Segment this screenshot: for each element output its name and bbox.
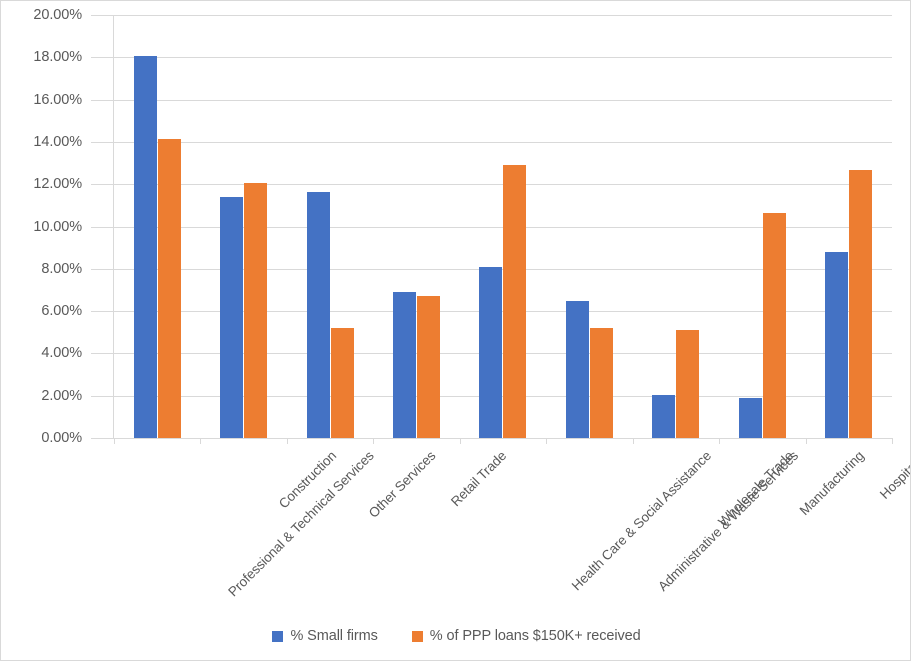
x-axis-tick-mark — [200, 438, 202, 444]
bar[interactable] — [133, 56, 157, 438]
bar-group — [200, 15, 286, 438]
y-axis: 0.00% 2.00% 4.00% 6.00% 8.00% 10.00% 12.00% 14.… — [1, 1, 114, 452]
y-axis-tick-label: 0.00% — [41, 430, 82, 446]
bar[interactable] — [306, 191, 330, 438]
gridline — [114, 438, 892, 439]
legend-item[interactable]: % Small firms — [272, 628, 378, 644]
gridline — [114, 268, 892, 270]
bar[interactable] — [589, 328, 613, 438]
gridline — [114, 184, 892, 186]
gridline — [114, 311, 892, 313]
x-axis-category-label: Hospitality — [876, 448, 911, 502]
bar[interactable] — [503, 165, 527, 438]
bar[interactable] — [652, 394, 676, 438]
bar[interactable] — [565, 300, 589, 438]
bar[interactable] — [762, 212, 786, 438]
legend-label: % of PPP loans $150K+ received — [429, 628, 641, 644]
gridline — [114, 141, 892, 143]
gridline — [114, 353, 892, 355]
bar[interactable] — [849, 170, 873, 438]
gridline — [114, 226, 892, 228]
x-axis-category-label: Retail Trade — [447, 448, 509, 510]
bar[interactable] — [825, 251, 849, 438]
y-axis-tick-mark — [91, 438, 114, 439]
y-axis-tick-label: 4.00% — [41, 345, 82, 362]
y-axis-tick-mark — [91, 184, 114, 186]
legend-swatch-icon — [411, 630, 423, 642]
bar[interactable] — [479, 266, 503, 438]
y-axis-tick-label: 12.00% — [33, 176, 82, 193]
y-axis-tick-label: 16.00% — [33, 91, 82, 108]
bar[interactable] — [676, 330, 700, 438]
y-axis-tick-mark — [91, 57, 114, 59]
bar[interactable] — [220, 196, 244, 438]
x-axis-tick-mark — [114, 438, 115, 444]
x-axis-category-label: Professional & Technical Services — [225, 448, 377, 600]
bar[interactable] — [157, 138, 181, 438]
bar[interactable] — [417, 296, 441, 438]
y-axis-tick-label: 18.00% — [33, 49, 82, 66]
y-axis-tick-label: 20.00% — [33, 7, 82, 23]
y-axis-tick-mark — [91, 99, 114, 101]
legend-swatch-icon — [272, 630, 284, 642]
bar-group — [719, 15, 805, 438]
legend-item[interactable]: % of PPP loans $150K+ received — [411, 628, 641, 644]
chart-legend: % Small firms % of PPP loans $150K+ recei… — [1, 628, 910, 644]
bar-group — [633, 15, 719, 438]
gridline — [114, 57, 892, 59]
x-axis-tick-mark — [892, 438, 893, 444]
y-axis-tick-label: 8.00% — [41, 260, 82, 277]
x-axis-tick-mark — [459, 438, 461, 444]
y-axis-tick-label: 2.00% — [41, 387, 82, 404]
y-axis-tick-mark — [91, 268, 114, 270]
y-axis-line — [113, 15, 114, 439]
gridline — [114, 395, 892, 397]
x-axis-category-label: Wholesale Trade — [715, 448, 797, 530]
y-axis-tick-mark — [91, 353, 114, 355]
bar-group — [546, 15, 632, 438]
x-axis-category-label: Health Care & Social Assistance — [568, 448, 715, 594]
x-axis: Professional & Technical Services Constru… — [114, 438, 910, 618]
plot-area — [114, 15, 892, 439]
x-axis-tick-mark — [805, 438, 807, 444]
x-axis-tick-mark — [373, 438, 375, 444]
bar-group — [287, 15, 373, 438]
bar-group — [373, 15, 459, 438]
y-axis-tick-mark — [91, 311, 114, 313]
x-axis-tick-mark — [719, 438, 721, 444]
x-axis-tick-mark — [286, 438, 288, 444]
x-axis-tick-mark — [632, 438, 634, 444]
gridline — [114, 99, 892, 101]
y-axis-tick-mark — [91, 141, 114, 143]
y-axis-tick-mark — [91, 226, 114, 228]
x-axis-tick-mark — [546, 438, 548, 444]
y-axis-tick-label: 6.00% — [41, 303, 82, 320]
bar-group — [114, 15, 200, 438]
bar-group — [460, 15, 546, 438]
legend-label: % Small firms — [290, 628, 378, 644]
x-axis-category-label: Manufacturing — [797, 448, 868, 519]
y-axis-tick-label: 14.00% — [33, 133, 82, 150]
x-axis-category-label: Other Services — [365, 448, 439, 521]
y-axis-tick-label: 10.00% — [33, 218, 82, 235]
bar[interactable] — [738, 397, 762, 438]
y-axis-tick-mark — [91, 15, 114, 16]
bar[interactable] — [244, 183, 268, 438]
y-axis-tick-mark — [91, 395, 114, 397]
bar[interactable] — [330, 328, 354, 438]
bar-group — [806, 15, 892, 438]
bar[interactable] — [393, 292, 417, 438]
gridline — [114, 15, 892, 16]
